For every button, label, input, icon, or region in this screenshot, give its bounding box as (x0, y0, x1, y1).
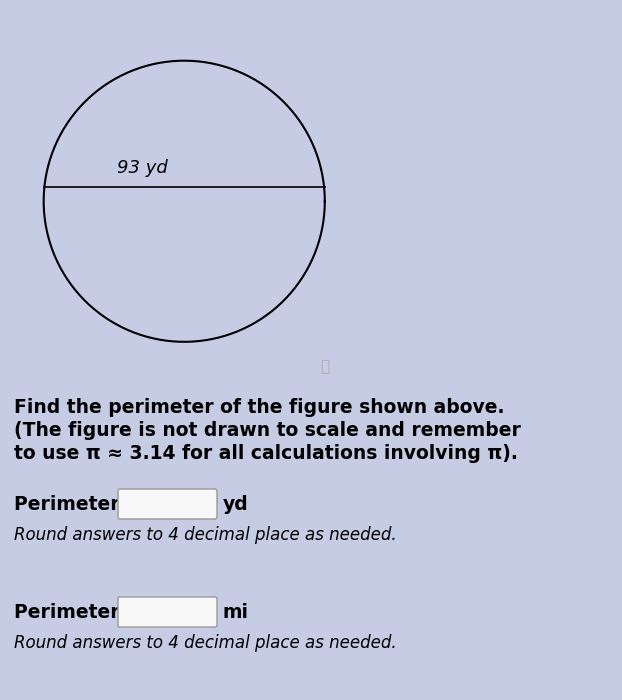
Text: to use π ≈ 3.14 for all calculations involving π).: to use π ≈ 3.14 for all calculations inv… (14, 444, 518, 463)
Text: Perimeter =: Perimeter = (14, 603, 142, 622)
Text: Find the perimeter of the figure shown above.: Find the perimeter of the figure shown a… (14, 398, 504, 417)
Text: (The figure is not drawn to scale and remember: (The figure is not drawn to scale and re… (14, 421, 521, 440)
Text: Round answers to 4 decimal place as needed.: Round answers to 4 decimal place as need… (14, 526, 397, 544)
Text: 93 yd: 93 yd (117, 159, 167, 176)
FancyBboxPatch shape (118, 489, 217, 519)
Text: mi: mi (223, 603, 249, 622)
Text: Perimeter =: Perimeter = (14, 494, 142, 514)
FancyBboxPatch shape (118, 597, 217, 627)
Text: Round answers to 4 decimal place as needed.: Round answers to 4 decimal place as need… (14, 634, 397, 652)
Text: yd: yd (223, 494, 249, 514)
Text: ⌕: ⌕ (320, 359, 330, 375)
